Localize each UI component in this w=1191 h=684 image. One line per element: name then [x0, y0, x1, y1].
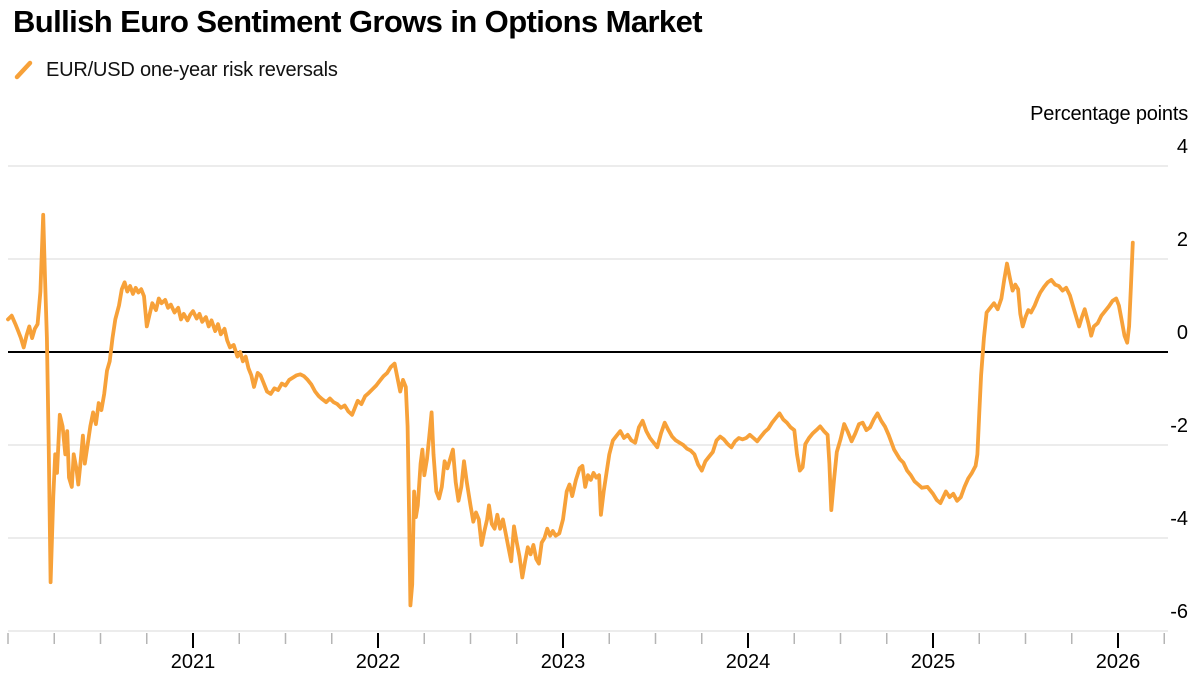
- legend-label: EUR/USD one-year risk reversals: [46, 58, 338, 81]
- risk-reversals-line: [6, 212, 1135, 608]
- y-tick-label-2: 2: [1176, 229, 1188, 251]
- y-tick-label-0: 0: [1176, 322, 1188, 344]
- x-tick-label-2022: 2022: [355, 651, 401, 673]
- x-tick-label-2023: 2023: [540, 651, 586, 673]
- legend: EUR/USD one-year risk reversals: [13, 57, 338, 83]
- x-tick-label-2024: 2024: [725, 651, 771, 673]
- y-tick-label--6: -6: [1170, 601, 1188, 623]
- y-tick-label-4: 4: [1176, 136, 1188, 158]
- x-tick-label-2026: 2026: [1095, 651, 1141, 673]
- y-axis-unit-label: Percentage points: [1030, 103, 1188, 125]
- x-tick-label-2021: 2021: [170, 651, 216, 673]
- y-tick-label--4: -4: [1170, 508, 1188, 530]
- chart-title: Bullish Euro Sentiment Grows in Options …: [13, 4, 703, 39]
- legend-slash-icon: [14, 60, 33, 80]
- y-tick-label--2: -2: [1170, 415, 1188, 437]
- x-tick-label-2025: 2025: [910, 651, 956, 673]
